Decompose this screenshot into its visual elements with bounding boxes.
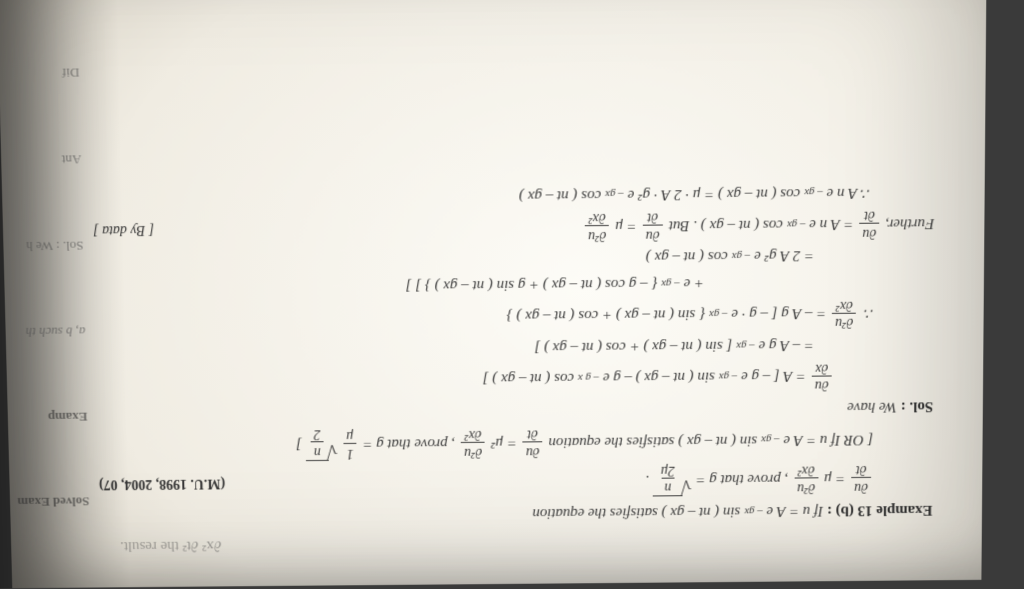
side-f: Dif bbox=[0, 64, 80, 81]
facing-page-fragment: Solved Exam Examp a, b such th Sol. : We… bbox=[0, 10, 96, 530]
n-over-2: n 2 bbox=[310, 426, 323, 458]
one-num: 1 bbox=[343, 443, 356, 460]
d2u-dx2-frac: ∂²u ∂x² bbox=[794, 462, 818, 494]
prev-line-fragment: ∂x² ∂t² the result. bbox=[100, 530, 932, 554]
frag-text: ∂x² ∂t² bbox=[182, 537, 221, 553]
l5-b3: cos ( nt – gx ) ] bbox=[483, 367, 574, 390]
dut-den2: ∂t bbox=[861, 207, 878, 223]
dut-den3: ∂t bbox=[644, 209, 661, 225]
or-du-dt: ∂u ∂t bbox=[523, 426, 543, 458]
sol-text: We have bbox=[847, 395, 897, 418]
l11-b1: ∴ A n e bbox=[827, 181, 871, 204]
period-1: . bbox=[645, 469, 649, 491]
mu-den: μ bbox=[343, 427, 356, 443]
dut-num2: ∂u bbox=[859, 223, 879, 240]
or-du-dt-num: ∂u bbox=[523, 441, 543, 458]
eq-mu-2: = μ bbox=[615, 214, 637, 237]
or-d2u-den: ∂x² bbox=[461, 426, 484, 442]
sqrt-n-over-2: √ n 2 bbox=[305, 426, 337, 461]
l8-b2: { – g cos ( nt – gx ) + g sin ( nt – gx … bbox=[406, 272, 658, 297]
d2u-dx2-frac-2: ∂²u ∂x² bbox=[832, 297, 856, 329]
n-over-2mu: n 2μ bbox=[658, 462, 678, 494]
du-dt-frac-2: ∂u ∂t bbox=[859, 207, 879, 240]
result-word: the result. bbox=[120, 538, 179, 554]
du-dx-line: ∂u ∂x = A [ – g e– gx sin ( nt – gx ) – … bbox=[96, 359, 933, 398]
sol-label: Sol. : bbox=[901, 395, 933, 418]
or-end: ] bbox=[296, 433, 302, 455]
or-d2u-num: ∂²u bbox=[461, 442, 485, 459]
l7-b2: { sin ( nt – gx ) + cos ( nt – gx ) } bbox=[507, 303, 706, 327]
d2u-num3: ∂²u bbox=[585, 225, 609, 242]
l10-b1: = A n e bbox=[809, 212, 853, 235]
further-word: Further, bbox=[885, 212, 934, 235]
l8-b1: + e bbox=[683, 272, 704, 295]
side-c: a, b such th bbox=[0, 323, 86, 340]
l7-b1: = – A g [ – g · e bbox=[731, 302, 826, 325]
l9-b1: = 2 A g² e bbox=[754, 244, 814, 267]
n2-den: 2 bbox=[310, 426, 323, 442]
by-data-note: [ By data ] bbox=[93, 219, 155, 241]
side-a: Solved Exam bbox=[0, 493, 90, 510]
therefore-symbol-1: ∴ bbox=[862, 302, 874, 324]
citation: (M.U. 1998, 2004, 07) bbox=[99, 473, 226, 495]
simplify-line-1: = – A g e– gx [ sin ( nt – gx ) + cos ( … bbox=[96, 332, 934, 362]
du-dx-den: ∂x bbox=[812, 360, 831, 376]
l6-b2: [ sin ( nt – gx ) + cos ( nt – gx ) ] bbox=[534, 334, 732, 358]
du-dx-num: ∂u bbox=[812, 375, 832, 392]
du-dt-num: ∂u bbox=[851, 477, 871, 494]
eq-sign-1: = μ bbox=[824, 467, 845, 489]
or-alt-line: [ OR If u = A e– gx sin ( nt – gx ) sati… bbox=[98, 421, 933, 463]
dut-num3: ∂u bbox=[643, 225, 663, 242]
textbook-page: ∂x² ∂t² the result. Example 13 (b) : If … bbox=[0, 0, 987, 588]
final-line: ∴ A n e– gx cos ( nt – gx ) = μ · 2 A · … bbox=[92, 180, 934, 210]
example-heading: Example 13 (b) : If u = A e– gx sin ( nt… bbox=[99, 498, 932, 527]
du-dt-frac: ∂u ∂t bbox=[851, 462, 871, 494]
prove-that-1: , prove that g = bbox=[696, 467, 789, 490]
example-stmt-2: sin ( nt – gx ) satisfies the equation bbox=[532, 500, 740, 524]
side-b: Examp bbox=[0, 409, 88, 426]
n-num: n bbox=[661, 477, 674, 494]
l11-b2: cos ( nt – gx ) = μ · 2 A · g² e bbox=[628, 181, 801, 205]
or-mid: sin ( nt – gx ) satisfies the equation bbox=[548, 429, 757, 453]
l6-b1: = – A g e bbox=[759, 333, 814, 356]
d2u-den: ∂x² bbox=[833, 297, 856, 313]
l9-b2: cos ( nt – gx ) bbox=[646, 245, 728, 268]
d2u-den3: ∂x² bbox=[585, 210, 608, 226]
example-label: Example 13 (b) : bbox=[827, 498, 932, 521]
du-dt-frac-3: ∂u ∂t bbox=[643, 209, 663, 242]
side-e: Ant bbox=[0, 151, 82, 168]
side-d: Sol. : We h bbox=[0, 238, 84, 255]
d2u-dx2-den: ∂x² bbox=[795, 462, 818, 478]
l5-b2: sin ( nt – gx ) – g e bbox=[603, 365, 715, 388]
twomu-den: 2μ bbox=[658, 462, 678, 478]
n2-num: n bbox=[311, 442, 324, 459]
further-line: Further, ∂u ∂t = A n e– gx cos ( nt – gx… bbox=[93, 207, 935, 247]
or-tail: , prove that g = bbox=[362, 431, 455, 454]
simplify-line-2: = 2 A g² e– gx cos ( nt – gx ) bbox=[94, 243, 935, 273]
or-pre: [ OR If u = A e bbox=[783, 428, 873, 451]
du-dx-frac: ∂u ∂x bbox=[812, 360, 832, 392]
l5-b1: = A [ – g e bbox=[741, 365, 806, 388]
pde-line: ∂u ∂t = μ ∂²u ∂x² , prove that g = √ n 2… bbox=[99, 460, 933, 502]
solution-line: Sol. : We have bbox=[97, 395, 933, 424]
example-stmt-1: If u = A e bbox=[766, 499, 823, 522]
or-du-dt-den: ∂t bbox=[524, 426, 541, 442]
or-d2u-dx2: ∂²u ∂x² bbox=[461, 426, 485, 458]
continuation-line: + e– gx { – g cos ( nt – gx ) + g sin ( … bbox=[94, 270, 934, 300]
eq-musq: = μ² bbox=[491, 431, 517, 453]
d2u-dx2-line: ∴ ∂²u ∂x² = – A g [ – g · e– gx { sin ( … bbox=[95, 296, 934, 336]
one-over-mu: 1 μ bbox=[343, 427, 356, 459]
d2u-dx2-frac-3: ∂²u ∂x² bbox=[585, 210, 609, 243]
d2u-dx2-num: ∂²u bbox=[794, 478, 818, 495]
du-dt-den: ∂t bbox=[853, 462, 870, 478]
l10-b2: cos ( nt – gx ) . But bbox=[669, 213, 783, 237]
d2u-num: ∂²u bbox=[832, 312, 856, 329]
l11-b3: cos ( nt – gx ) bbox=[519, 183, 601, 206]
sqrt-n-over-2mu: √ n 2μ bbox=[653, 462, 692, 497]
